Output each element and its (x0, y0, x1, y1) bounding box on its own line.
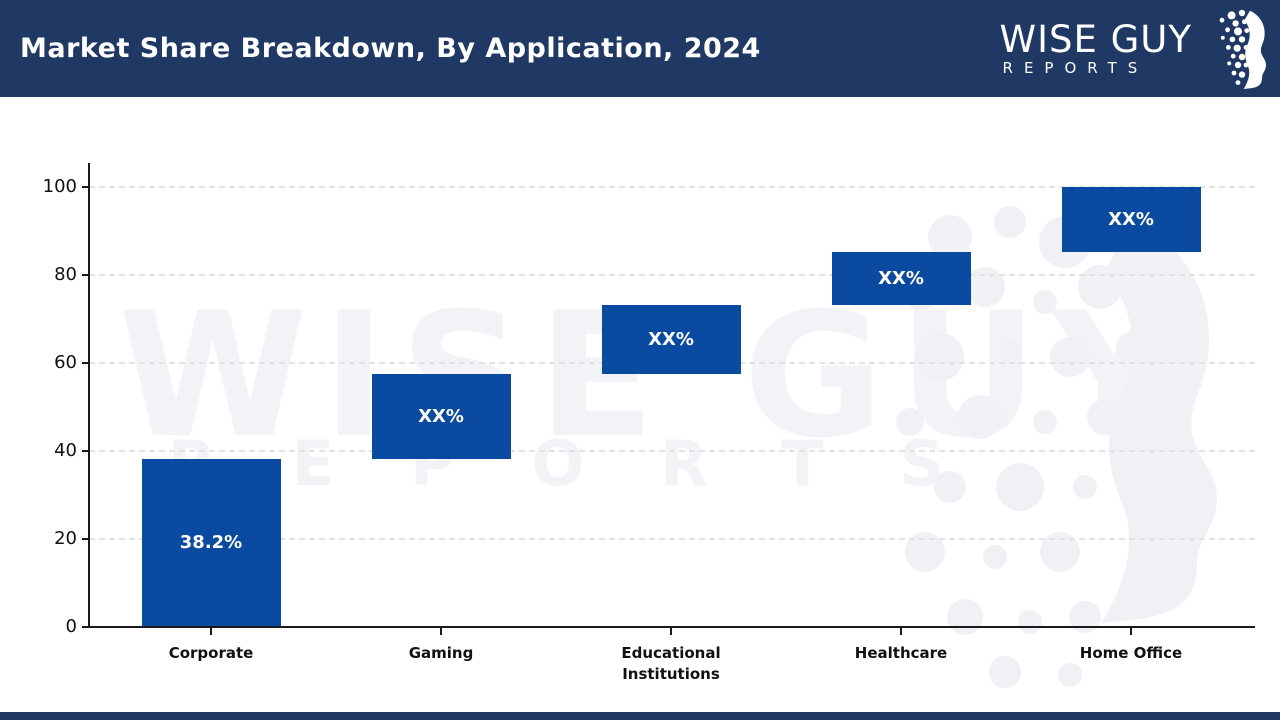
y-gridline (89, 186, 1255, 188)
chart-area: WISE GUY REPORTS 0 20 40 60 80 100 38.2% Corpor… (0, 97, 1280, 712)
y-tick-label: 100 (42, 176, 77, 197)
x-tick-mark (900, 627, 902, 635)
bar-value-label: XX% (418, 405, 464, 427)
wiseguy-logo: WISE GUY REPORTS (1000, 9, 1266, 89)
y-tick-mark (82, 186, 89, 188)
y-tick-mark (82, 362, 89, 364)
watermark-subtext: REPORTS (168, 427, 1021, 500)
bar: XX% (831, 252, 971, 305)
bar: XX% (601, 304, 741, 374)
y-tick-label: 20 (54, 528, 77, 549)
bar-value-label: XX% (1108, 209, 1154, 231)
y-tick-mark (82, 538, 89, 540)
x-axis-label: Educational Institutions (621, 644, 721, 683)
x-axis-label: Home Office (1079, 644, 1183, 662)
x-tick-mark (210, 627, 212, 635)
header-bar: Market Share Breakdown, By Application, … (0, 0, 1280, 97)
x-tick-mark (1130, 627, 1132, 635)
x-axis-label: Corporate (168, 644, 254, 662)
x-tick-mark (670, 627, 672, 635)
y-gridline (89, 538, 1255, 540)
page-title: Market Share Breakdown, By Application, … (20, 33, 761, 64)
bar-value-label: 38.2% (179, 532, 243, 554)
y-gridline (89, 450, 1255, 452)
x-tick-mark (440, 627, 442, 635)
x-axis-label: Healthcare (854, 644, 948, 662)
y-tick-label: 0 (65, 616, 77, 637)
logo-subtext: REPORTS (1002, 59, 1149, 77)
y-gridline (89, 274, 1255, 276)
bar-value-label: XX% (878, 268, 924, 289)
y-tick-mark (82, 274, 89, 276)
bar-value-label: XX% (648, 328, 694, 350)
y-tick-label: 60 (54, 352, 77, 373)
bar: 38.2% (141, 458, 281, 627)
bar: XX% (1061, 187, 1201, 253)
y-axis-line (88, 163, 90, 627)
y-tick-mark (82, 450, 89, 452)
y-tick-mark (82, 626, 89, 628)
logo-head-icon (1219, 9, 1266, 89)
footer-bar (0, 712, 1280, 720)
y-tick-label: 80 (54, 264, 77, 285)
bar: XX% (371, 374, 511, 459)
y-tick-label: 40 (54, 440, 77, 461)
x-axis-line (88, 626, 1255, 628)
logo-text: WISE GUY REPORTS (1000, 21, 1192, 76)
logo-wordmark: WISE GUY (999, 18, 1192, 61)
x-axis-label: Gaming (408, 644, 474, 662)
